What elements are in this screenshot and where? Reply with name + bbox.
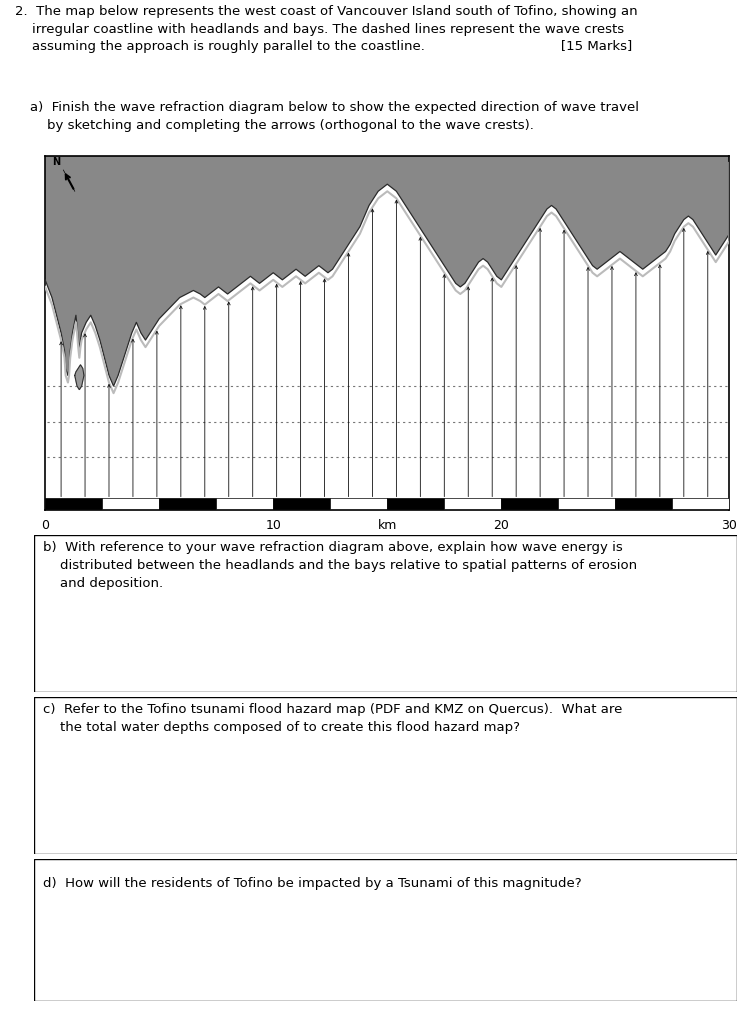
- Text: 30: 30: [721, 519, 738, 532]
- Text: km: km: [378, 519, 397, 532]
- Text: c)  Refer to the Tofino tsunami flood hazard map (PDF and KMZ on Quercus).  What: c) Refer to the Tofino tsunami flood haz…: [43, 703, 623, 733]
- Text: 10: 10: [265, 519, 281, 532]
- Bar: [159, 498, 217, 510]
- Bar: [672, 498, 729, 510]
- Text: 2.  The map below represents the west coast of Vancouver Island south of Tofino,: 2. The map below represents the west coa…: [15, 5, 638, 53]
- Bar: [45, 498, 102, 510]
- Bar: [615, 498, 672, 510]
- Text: 20: 20: [493, 519, 509, 532]
- Text: a)  Finish the wave refraction diagram below to show the expected direction of w: a) Finish the wave refraction diagram be…: [30, 101, 639, 131]
- Bar: [102, 498, 159, 510]
- Bar: [502, 498, 558, 510]
- Bar: [273, 498, 330, 510]
- Text: b)  With reference to your wave refraction diagram above, explain how wave energ: b) With reference to your wave refractio…: [43, 541, 637, 589]
- Polygon shape: [74, 365, 84, 390]
- Bar: [330, 498, 387, 510]
- Bar: [558, 498, 615, 510]
- Text: d)  How will the residents of Tofino be impacted by a Tsunami of this magnitude?: d) How will the residents of Tofino be i…: [43, 877, 581, 890]
- Bar: [444, 498, 502, 510]
- Text: N: N: [53, 158, 61, 167]
- Polygon shape: [45, 157, 729, 386]
- Text: 0: 0: [41, 519, 49, 532]
- Bar: [217, 498, 273, 510]
- Bar: [387, 498, 444, 510]
